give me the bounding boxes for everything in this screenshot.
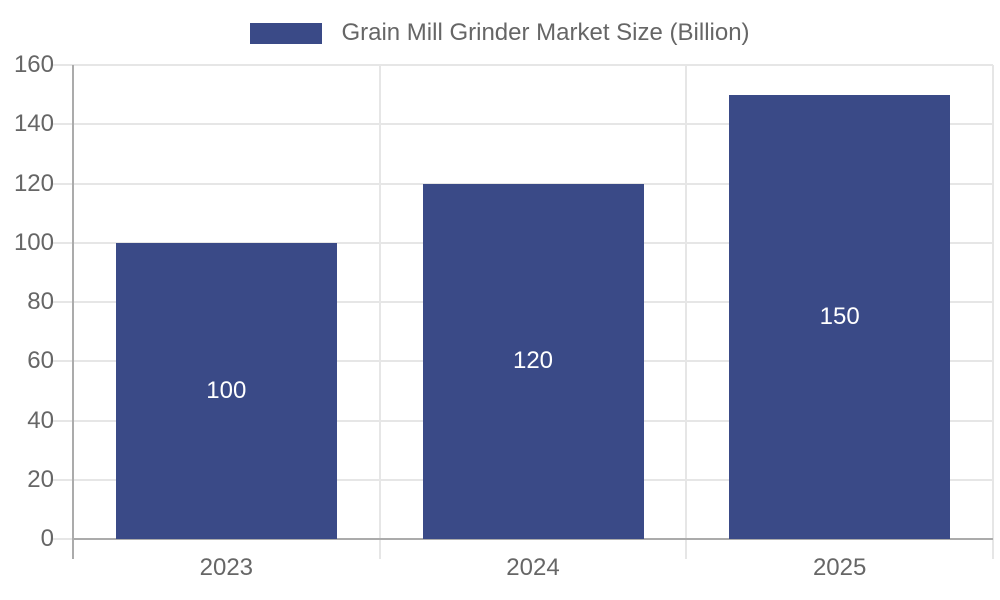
y-axis-tick	[53, 123, 73, 126]
legend-label: Grain Mill Grinder Market Size (Billion)	[341, 19, 750, 46]
y-tick-label: 20	[27, 465, 54, 493]
y-axis-tick	[53, 538, 73, 540]
bar-2023[interactable]: 100	[115, 242, 337, 539]
legend[interactable]: Grain Mill Grinder Market Size (Billion)	[0, 20, 1000, 46]
legend-swatch	[250, 22, 323, 44]
bar-2024[interactable]: 120	[422, 183, 644, 539]
plot-area: 0 20 40 60 80 100 120 140 160 100 2023 120 2024 150 20…	[14, 51, 994, 581]
y-axis-tick	[53, 360, 73, 363]
bar-value-label: 100	[206, 376, 247, 404]
x-tick-label: 2024	[506, 554, 560, 581]
y-axis-tick	[53, 301, 73, 303]
y-axis-tick	[53, 182, 73, 185]
gridline-vertical	[685, 65, 688, 539]
bar-value-label: 120	[512, 347, 554, 375]
y-tick-label: 0	[40, 525, 54, 552]
bar-value-label: 150	[819, 302, 860, 330]
y-tick-label: 80	[27, 288, 54, 315]
y-tick-label: 40	[27, 406, 54, 434]
y-tick-label: 120	[13, 169, 54, 197]
y-tick-label: 60	[27, 347, 54, 375]
y-axis-tick	[53, 478, 73, 481]
gridline-vertical	[378, 65, 381, 539]
x-tick-label: 2023	[199, 554, 254, 581]
y-axis-tick	[53, 419, 73, 422]
x-tick-label: 2025	[812, 554, 867, 581]
bar-2025[interactable]: 150	[729, 94, 951, 539]
y-tick-label: 140	[13, 110, 54, 138]
y-axis-tick	[53, 241, 73, 244]
gridline-vertical	[992, 65, 994, 539]
y-tick-label: 100	[13, 228, 54, 256]
y-axis-tick	[53, 64, 73, 66]
y-tick-label: 160	[13, 51, 54, 78]
gridline-horizontal	[73, 64, 993, 66]
y-axis-line	[72, 65, 74, 539]
